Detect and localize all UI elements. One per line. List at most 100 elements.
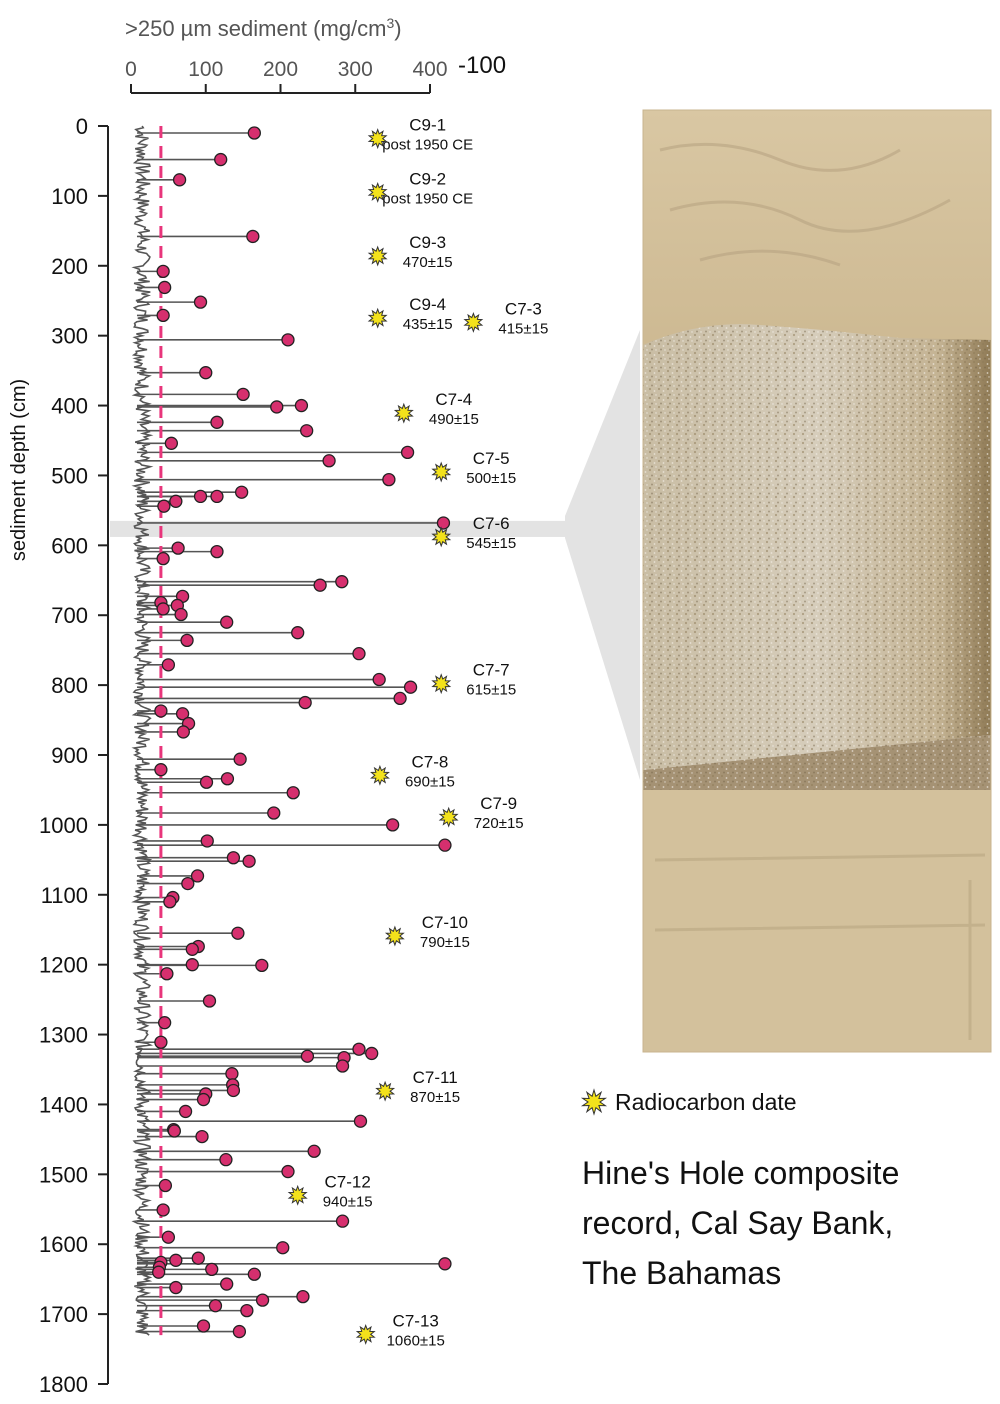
peak-marker xyxy=(236,387,250,402)
left-tick-label: 1600 xyxy=(39,1232,88,1257)
peak-marker xyxy=(382,472,396,487)
peak-marker xyxy=(307,1144,321,1158)
peak-marker xyxy=(157,280,172,295)
radiocarbon-star xyxy=(287,1184,308,1206)
date-age: 490±15 xyxy=(429,411,479,428)
peak-marker xyxy=(174,607,188,622)
peak-marker xyxy=(164,436,179,450)
radiocarbon-star xyxy=(438,806,459,828)
peak-marker xyxy=(167,1124,182,1138)
legend: Radiocarbon date xyxy=(580,1088,797,1116)
caption-line-1: Hine's Hole composite xyxy=(582,1155,899,1191)
date-label: C9-2 xyxy=(409,169,446,188)
peak-marker xyxy=(210,415,224,429)
peak-marker xyxy=(220,1277,234,1291)
left-tick-label: 100 xyxy=(51,184,88,209)
radiocarbon-star xyxy=(367,128,388,150)
peak-marker xyxy=(214,152,228,167)
peak-marker xyxy=(220,615,234,629)
photo-bottom-texture xyxy=(654,853,986,1040)
date-age: 720±15 xyxy=(474,815,524,832)
peak-marker xyxy=(246,229,260,244)
date-label: C9-4 xyxy=(409,295,446,314)
peak-marker xyxy=(199,366,213,380)
y-axis-title: sediment depth (cm) xyxy=(8,379,30,561)
date-age: 545±15 xyxy=(466,535,516,552)
radiocarbon-star xyxy=(463,311,484,333)
peak-marker xyxy=(231,926,245,940)
left-tick-label: 600 xyxy=(51,533,88,558)
peak-marker xyxy=(169,1253,183,1267)
date-label: C7-7 xyxy=(473,661,510,680)
date-age: 690±15 xyxy=(405,773,455,790)
peak-marker xyxy=(438,838,452,852)
peak-marker xyxy=(255,1293,270,1307)
peak-marker xyxy=(176,725,190,739)
date-label: C7-11 xyxy=(413,1068,458,1087)
peak-marker xyxy=(156,1203,170,1217)
peak-marker xyxy=(185,942,199,956)
photo-zoom-wedge xyxy=(565,330,640,780)
left-tick-label: 1800 xyxy=(39,1372,88,1397)
peak-marker xyxy=(156,264,170,279)
caption-line-2: record, Cal Say Bank, xyxy=(582,1205,893,1241)
peak-marker xyxy=(172,173,187,187)
date-label: C7-8 xyxy=(411,752,448,771)
peak-marker xyxy=(393,691,407,706)
peak-marker xyxy=(281,333,295,347)
peak-marker xyxy=(372,672,386,687)
peak-marker xyxy=(335,1059,350,1073)
peak-marker xyxy=(313,578,327,592)
x-axis-title: >250 µm sediment (mg/cm3) xyxy=(125,15,402,41)
date-age: post 1950 CE xyxy=(382,190,473,207)
peak-marker xyxy=(205,1262,219,1277)
peak-marker xyxy=(300,424,314,438)
peak-marker xyxy=(335,575,349,589)
date-label: C7-6 xyxy=(473,514,510,533)
peak-marker xyxy=(193,489,208,504)
peak-marker xyxy=(385,818,400,832)
date-age: 435±15 xyxy=(403,316,453,333)
date-age: post 1950 CE xyxy=(382,137,473,154)
radiocarbon-dates: C9-1 post 1950 CE C9-2 post 1950 CE C9-3 470±… xyxy=(287,116,548,1349)
left-tick-label: 400 xyxy=(51,394,88,419)
date-label: C7-10 xyxy=(422,913,468,932)
peak-marker xyxy=(255,958,269,973)
peak-marker xyxy=(202,994,217,1008)
peak-marker xyxy=(156,551,170,566)
peak-marker xyxy=(154,763,168,777)
peak-marker xyxy=(178,1104,193,1119)
peak-marker xyxy=(193,295,208,309)
peak-marker xyxy=(335,1214,350,1228)
peak-marker xyxy=(286,786,300,800)
peak-marker xyxy=(233,752,247,766)
peak-marker xyxy=(160,967,174,981)
left-tick-label: 0 xyxy=(76,114,88,139)
peak-marker xyxy=(291,626,305,640)
date-age: 415±15 xyxy=(498,320,548,337)
peak-marker xyxy=(158,1178,173,1193)
peak-marker xyxy=(196,1092,211,1107)
left-tick-label: 800 xyxy=(51,673,88,698)
top-axis: 0 100 200 300 400 xyxy=(125,58,448,94)
top-tick-label: 300 xyxy=(338,58,373,81)
left-tick-label: 1300 xyxy=(39,1023,88,1048)
peak-marker xyxy=(154,704,168,718)
date-label: C7-9 xyxy=(480,794,517,813)
peak-marker xyxy=(270,400,284,414)
peak-marker xyxy=(220,772,235,786)
date-age: 790±15 xyxy=(420,934,470,951)
photo-dark-band-grain xyxy=(643,735,991,805)
left-tick-label: 1500 xyxy=(39,1162,88,1187)
peak-marker xyxy=(171,541,185,555)
peak-marker xyxy=(154,1035,168,1049)
peak-marker xyxy=(352,647,366,661)
date-label: C7-4 xyxy=(435,390,472,409)
peak-marker xyxy=(226,851,241,865)
peak-marker xyxy=(157,1016,172,1030)
peak-marker xyxy=(156,602,170,616)
peak-marker xyxy=(175,707,190,721)
peak-marker xyxy=(294,398,309,413)
radiocarbon-star xyxy=(384,925,405,947)
